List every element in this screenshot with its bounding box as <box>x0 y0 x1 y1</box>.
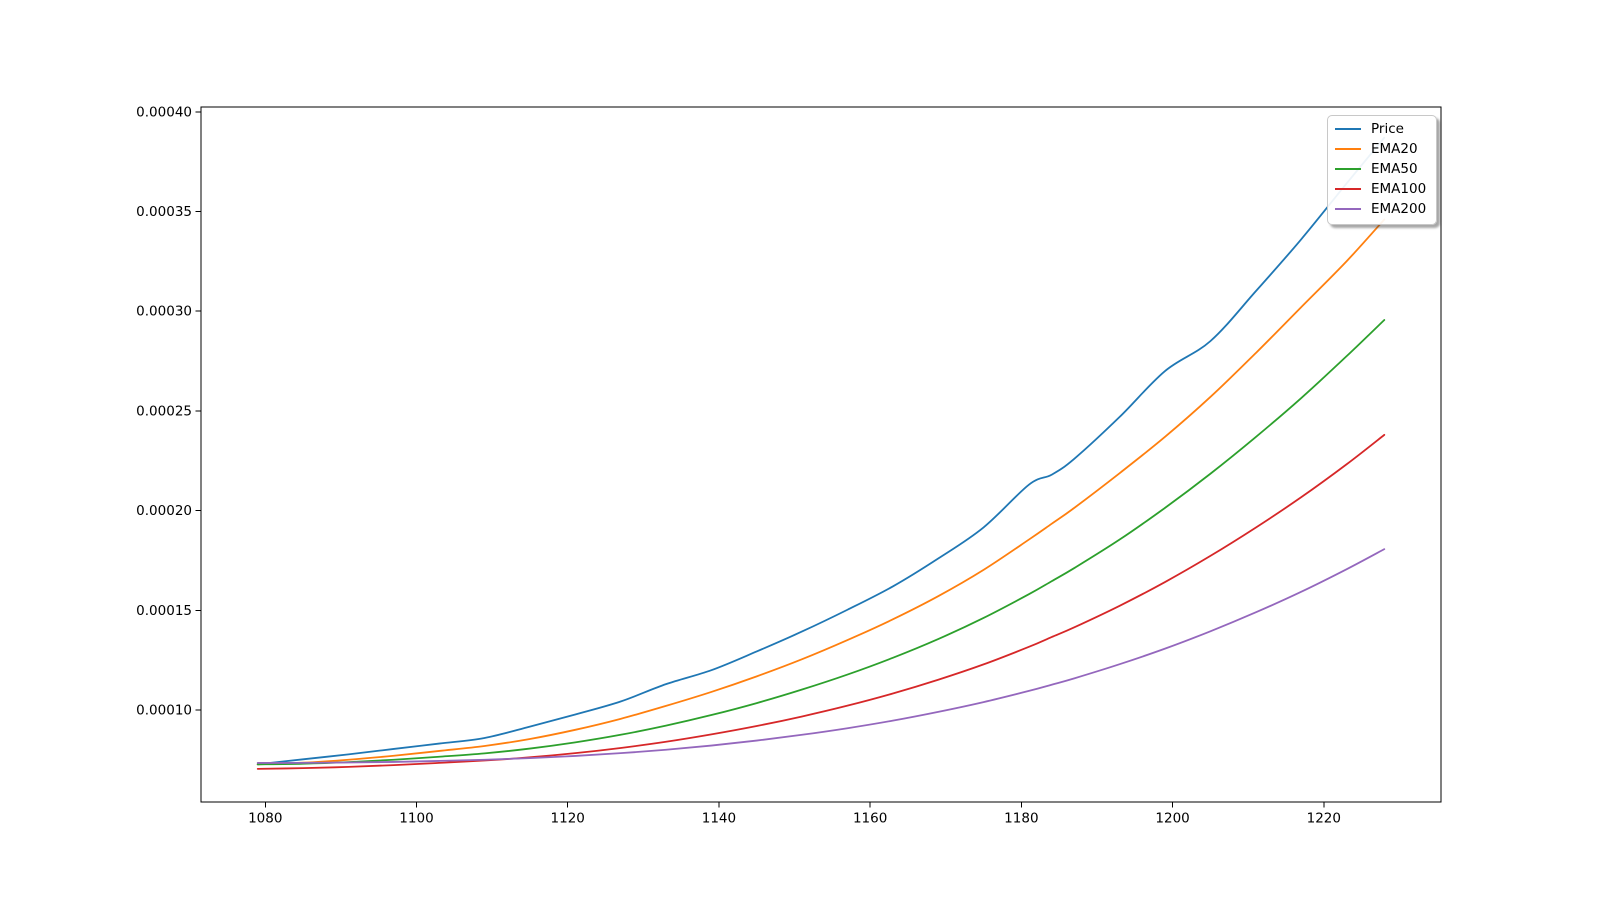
x-tick-label: 1080 <box>248 811 282 827</box>
legend-entry-ema50: EMA50 <box>1328 159 1436 179</box>
y-tick-label: 0.00040 <box>136 104 192 120</box>
legend: Price EMA20 EMA50 EMA100 EMA200 <box>1327 115 1437 225</box>
series-line-ema50 <box>256 319 1386 766</box>
y-tick-label: 0.00020 <box>136 503 192 519</box>
y-tick-label: 0.00025 <box>136 403 192 419</box>
legend-line-swatch-ema100 <box>1335 188 1361 190</box>
series-line-price <box>256 136 1386 766</box>
y-tick-label: 0.00015 <box>136 603 192 619</box>
series-line-ema20 <box>256 218 1386 766</box>
legend-label-ema100: EMA100 <box>1371 181 1427 197</box>
legend-line-swatch-ema20 <box>1335 148 1361 150</box>
x-tick-label: 1180 <box>1004 811 1038 827</box>
x-tick-label: 1160 <box>853 811 887 827</box>
legend-label-ema20: EMA20 <box>1371 141 1418 157</box>
series-line-ema200 <box>256 548 1386 764</box>
x-tick-label: 1100 <box>399 811 433 827</box>
legend-entry-price: Price <box>1328 119 1436 139</box>
tick-layer: 1080 1100 1120 1140 1160 1180 1200 1220 0.00010 0… <box>136 104 1341 826</box>
legend-entry-ema200: EMA200 <box>1328 199 1436 219</box>
series-line-ema100 <box>256 433 1386 770</box>
series-layer <box>256 136 1386 770</box>
x-tick-label: 1200 <box>1155 811 1189 827</box>
legend-line-swatch-ema200 <box>1335 208 1361 210</box>
y-tick-label: 0.00030 <box>136 304 192 320</box>
legend-label-ema50: EMA50 <box>1371 161 1418 177</box>
legend-label-ema200: EMA200 <box>1371 201 1427 217</box>
legend-line-swatch-ema50 <box>1335 168 1361 170</box>
y-tick-label: 0.00010 <box>136 703 192 719</box>
x-tick-label: 1140 <box>702 811 736 827</box>
y-tick-label: 0.00035 <box>136 204 192 220</box>
x-tick-label: 1220 <box>1307 811 1341 827</box>
legend-entry-ema100: EMA100 <box>1328 179 1436 199</box>
x-tick-label: 1120 <box>551 811 585 827</box>
plot-border <box>200 106 1442 803</box>
legend-label-price: Price <box>1371 121 1404 137</box>
legend-entry-ema20: EMA20 <box>1328 139 1436 159</box>
legend-line-swatch-price <box>1335 128 1361 130</box>
axes-layer <box>200 106 1442 803</box>
